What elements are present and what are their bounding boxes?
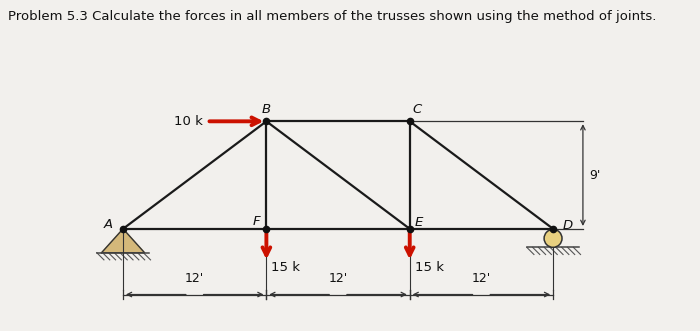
Text: 15 k: 15 k — [271, 261, 300, 274]
Text: C: C — [412, 103, 421, 116]
Circle shape — [544, 229, 562, 247]
Text: A: A — [104, 217, 113, 231]
Text: 12': 12' — [328, 272, 348, 285]
Text: F: F — [253, 215, 260, 228]
Text: 12': 12' — [472, 272, 491, 285]
Polygon shape — [102, 229, 144, 253]
Text: 9': 9' — [589, 168, 601, 182]
Text: B: B — [262, 103, 271, 116]
Text: 12': 12' — [185, 272, 204, 285]
Text: D: D — [562, 219, 573, 232]
Text: 10 k: 10 k — [174, 115, 203, 128]
Text: Problem 5.3 Calculate the forces in all members of the trusses shown using the m: Problem 5.3 Calculate the forces in all … — [8, 10, 657, 23]
Text: E: E — [415, 216, 424, 229]
Text: 15 k: 15 k — [414, 261, 444, 274]
